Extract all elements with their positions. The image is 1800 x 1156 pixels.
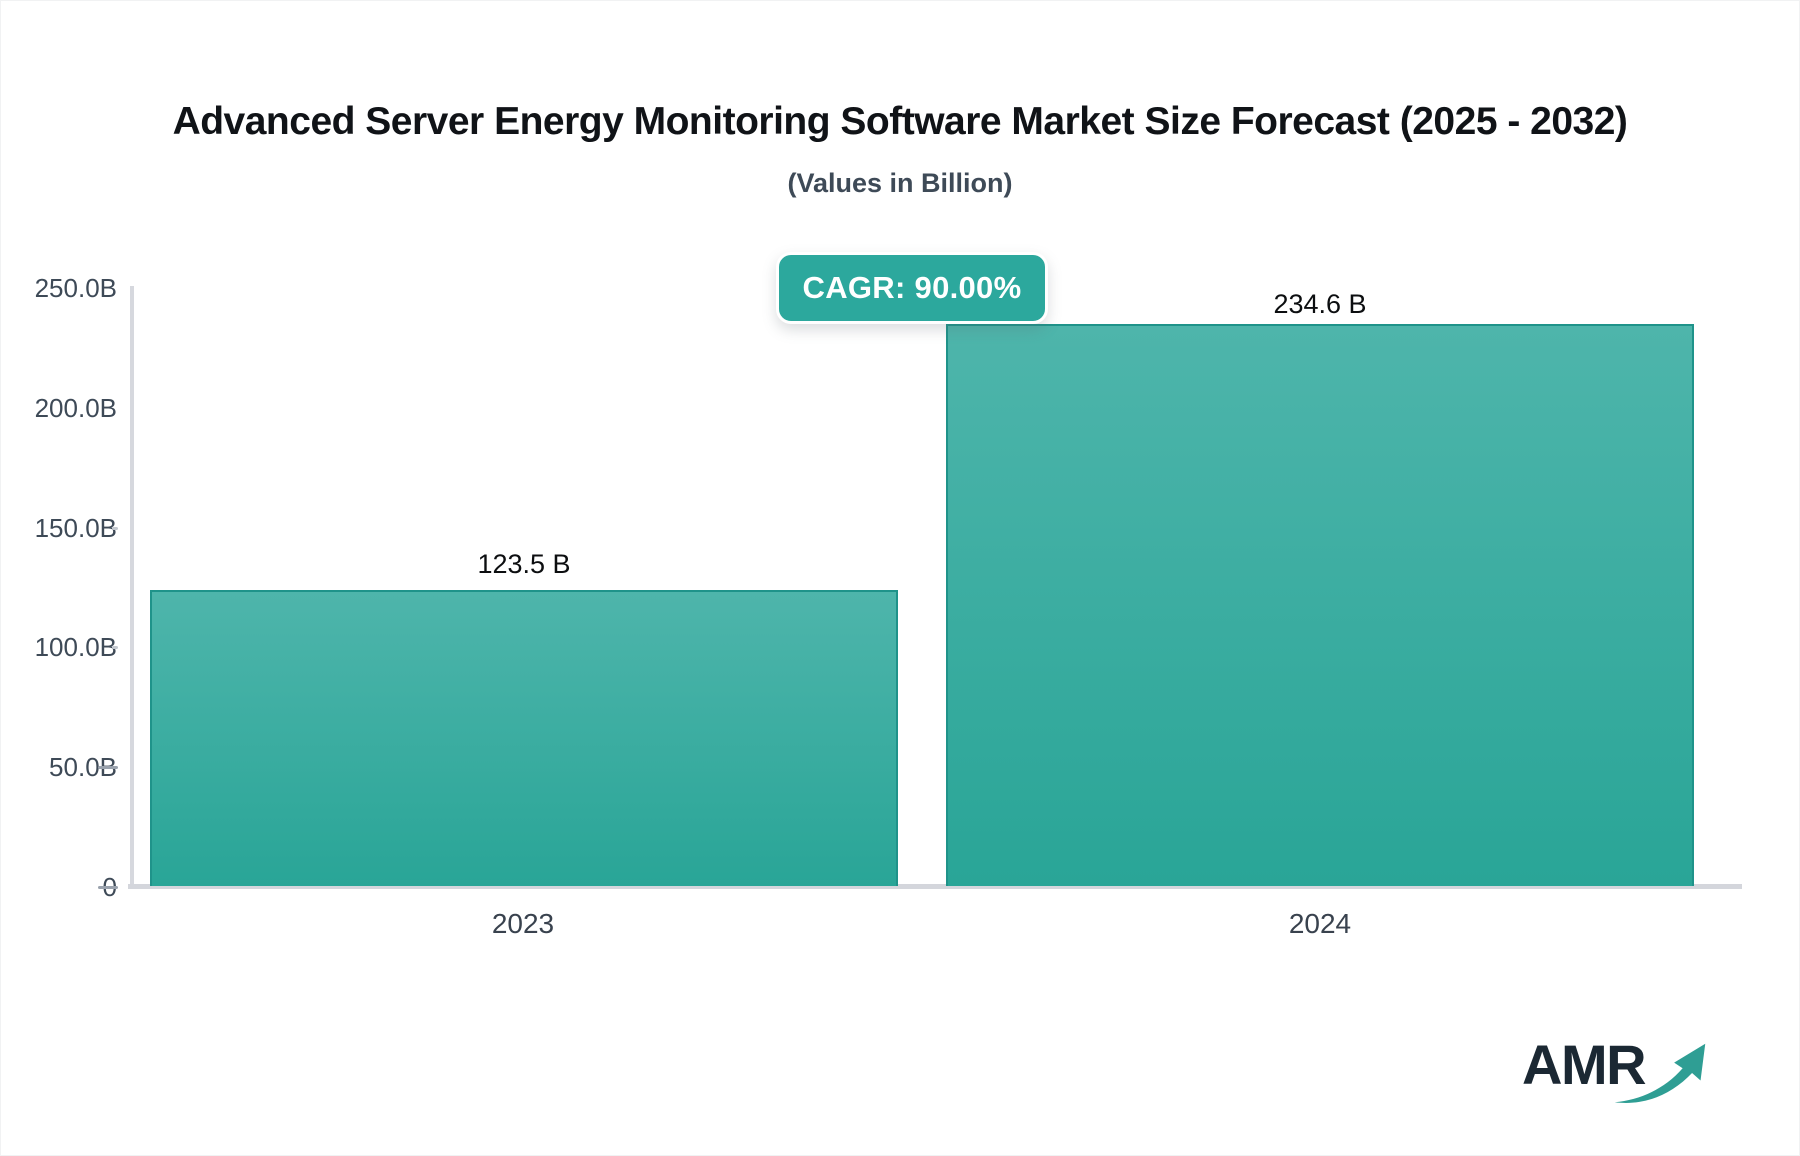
y-axis-label-200: 200.0B [34,393,117,423]
y-tick-50 [98,766,118,769]
chart-subtitle: (Values in Billion) [787,168,1013,198]
y-axis-line [130,286,134,888]
chart-title: Advanced Server Energy Monitoring Softwa… [172,100,1628,143]
x-axis-label-2023: 2023 [491,908,555,939]
y-tick-100 [112,646,118,649]
bar-value-label-2023: 123.5 B [477,549,571,579]
cagr-badge: CAGR: 90.00% [776,252,1048,324]
x-axis-label-2024: 2024 [1288,908,1352,939]
y-tick-150 [112,527,118,530]
y-tick-0 [98,886,118,889]
bar-value-label-2024: 234.6 B [1273,289,1367,319]
y-axis-label-250: 250.0B [34,273,117,303]
y-axis-label-100: 100.0B [34,632,117,662]
growth-arrow-icon [1610,1040,1710,1111]
x-axis-line [128,884,1742,889]
y-axis-label-150: 150.0B [34,513,117,543]
bar-2023[interactable] [150,590,898,886]
amr-logo: AMR [1522,1032,1722,1112]
amr-logo-text: AMR [1522,1033,1647,1096]
bar-2024[interactable] [946,324,1694,886]
